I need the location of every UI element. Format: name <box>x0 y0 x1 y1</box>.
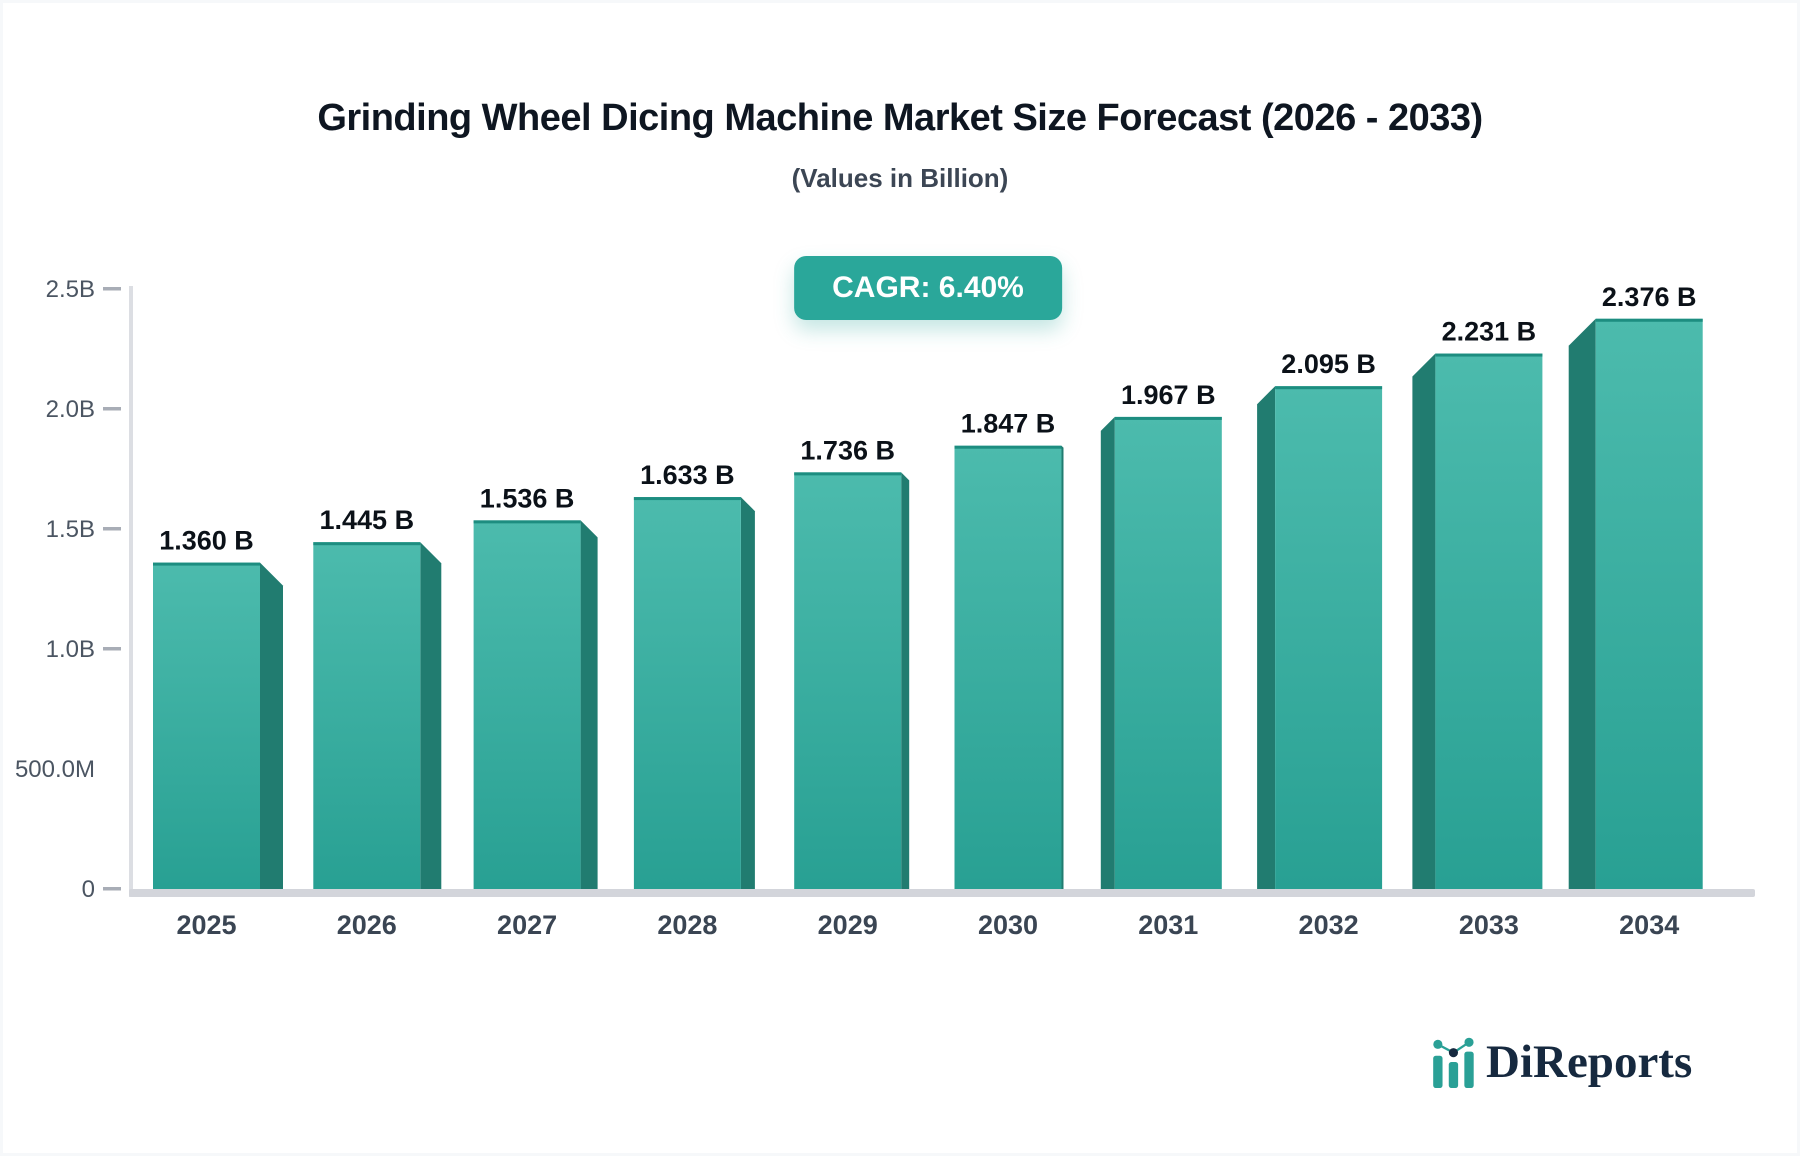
bar-top-edge <box>954 445 1062 449</box>
bar-value-label: 1.847 B <box>961 409 1056 439</box>
bar-value-label: 2.231 B <box>1442 317 1537 347</box>
bar-2030 <box>954 445 1064 889</box>
bar-2034 <box>1568 318 1703 889</box>
bar-value-label: 1.445 B <box>320 505 415 535</box>
y-axis-tick <box>103 287 121 291</box>
bar-side-face <box>1100 416 1115 889</box>
x-axis-label: 2033 <box>1459 910 1519 940</box>
bar-2031 <box>1100 416 1222 889</box>
bar-top-edge <box>1275 386 1383 390</box>
x-axis-label: 2028 <box>657 910 717 940</box>
x-axis-label: 2025 <box>176 910 236 940</box>
y-axis-label: 1.0B <box>46 636 95 663</box>
bar-top-edge <box>794 472 902 476</box>
bar-value-label: 2.095 B <box>1281 349 1376 379</box>
axes <box>103 286 1755 897</box>
bar-main-face <box>954 445 1062 889</box>
bar-side-face <box>420 542 442 889</box>
bar-2027 <box>473 520 598 889</box>
bar-value-label: 1.736 B <box>800 435 895 465</box>
x-axis-label: 2029 <box>818 910 878 940</box>
bar-2029 <box>794 472 910 889</box>
bar-main-face <box>473 520 581 889</box>
x-axis-label: 2027 <box>497 910 557 940</box>
bar-2025 <box>153 562 283 889</box>
bar-value-label: 2.376 B <box>1602 282 1697 312</box>
x-axis-label: 2034 <box>1619 910 1679 940</box>
bar-side-face <box>1257 386 1276 889</box>
chart-title: Grinding Wheel Dicing Machine Market Siz… <box>317 97 1483 139</box>
y-axis-label: 1.5B <box>46 516 95 543</box>
y-axis-label: 2.0B <box>46 396 95 423</box>
bar-main-face <box>1595 318 1703 889</box>
direports-logo: DiReports <box>1431 1035 1692 1089</box>
y-axis-tick <box>103 647 121 651</box>
bar-side-face <box>260 562 283 889</box>
bar-side-face <box>901 472 910 889</box>
y-axis-label: 0 <box>82 876 95 903</box>
bar-2028 <box>633 497 755 889</box>
x-axis-label: 2030 <box>978 910 1038 940</box>
bar-top-edge <box>313 542 421 546</box>
bar-2033 <box>1412 353 1543 889</box>
bar-main-face <box>1435 353 1543 889</box>
cagr-badge: CAGR: 6.40% <box>794 256 1062 320</box>
bar-main-face <box>794 472 902 889</box>
x-axis-baseline <box>129 889 1755 897</box>
bar-top-edge <box>153 562 260 566</box>
bar-top-edge <box>473 520 581 524</box>
y-axis-label: 500.0M <box>15 756 95 783</box>
y-axis-tick <box>103 887 121 891</box>
y-axis-tick <box>103 407 121 411</box>
bar-main-face <box>313 542 421 889</box>
bar-value-label: 1.536 B <box>480 483 575 513</box>
bar-side-face <box>1412 353 1436 889</box>
bar-chart-plot: 2.5B 2.0B 1.5B 1.0B 500.0M 0 1.360 B 2025 1.445 … <box>15 276 1755 940</box>
bar-top-edge <box>1114 416 1222 420</box>
bar-side-face <box>1568 318 1596 889</box>
bar-main-face <box>153 562 260 889</box>
bar-value-label: 1.360 B <box>159 526 254 556</box>
bar-side-face <box>740 497 755 889</box>
x-axis-label: 2031 <box>1138 910 1198 940</box>
bar-value-label: 1.967 B <box>1121 380 1216 410</box>
bar-top-edge <box>1435 353 1543 357</box>
bar-value-label: 1.633 B <box>640 460 735 490</box>
bar-side-face <box>1061 445 1064 889</box>
y-axis-label: 2.5B <box>46 276 95 303</box>
chart-subtitle: (Values in Billion) <box>791 163 1009 193</box>
bar-main-face <box>633 497 741 889</box>
y-axis-line <box>129 286 133 897</box>
bar-top-edge <box>633 497 741 501</box>
bars <box>153 318 1703 889</box>
y-axis-tick <box>103 527 121 531</box>
x-axis-label: 2026 <box>337 910 397 940</box>
bar-main-face <box>1275 386 1383 889</box>
bar-side-face <box>580 520 598 889</box>
bar-main-face <box>1114 416 1222 889</box>
labels: 2.5B 2.0B 1.5B 1.0B 500.0M 0 1.360 B 2025 1.445 … <box>15 276 1697 940</box>
logo-text: DiReports <box>1486 1035 1693 1088</box>
logo-chart-icon <box>1433 1037 1474 1088</box>
bar-2026 <box>313 542 442 889</box>
x-axis-label: 2032 <box>1299 910 1359 940</box>
bar-top-edge <box>1595 318 1703 322</box>
bar-2032 <box>1257 386 1383 889</box>
